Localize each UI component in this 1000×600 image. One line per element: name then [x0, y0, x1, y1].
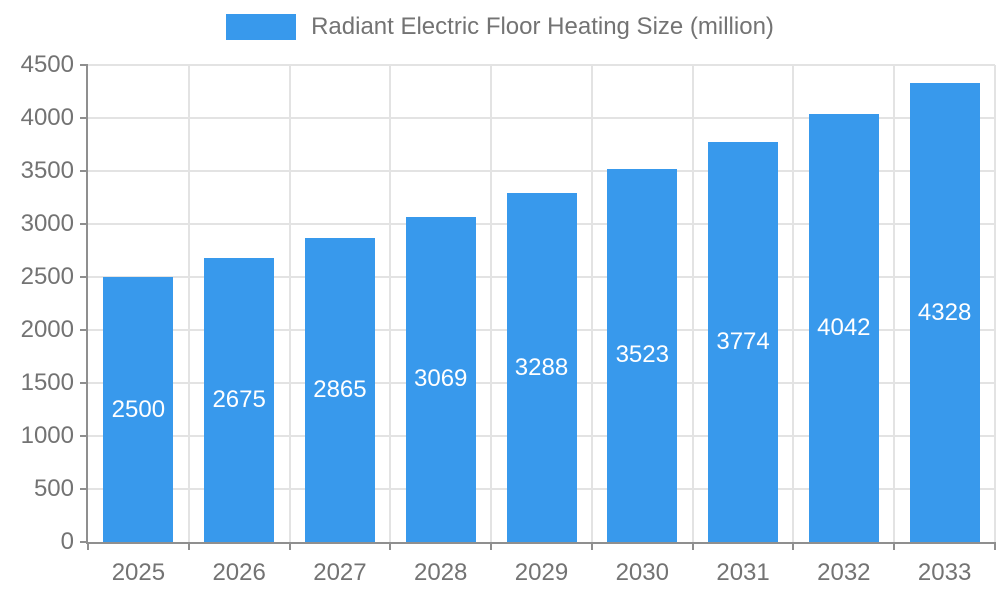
y-tick-label: 2500 [20, 263, 74, 290]
gridline-horizontal [88, 170, 995, 172]
y-axis-tick [80, 488, 88, 490]
x-tick-label: 2031 [716, 559, 770, 586]
y-tick-label: 2000 [20, 316, 74, 343]
x-tick-label: 2029 [514, 559, 569, 586]
bar-2026[interactable]: 2675 [204, 258, 275, 542]
y-axis-tick [80, 223, 88, 225]
bar-value-label: 2500 [111, 395, 166, 423]
y-tick-label: 0 [60, 528, 74, 555]
bar-value-label: 2675 [212, 386, 266, 414]
y-tick-label: 500 [33, 475, 74, 502]
bar-2027[interactable]: 2865 [304, 238, 375, 542]
bar-value-label: 3523 [615, 341, 669, 369]
bar-value-label: 3774 [716, 327, 770, 355]
gridline-vertical [893, 65, 896, 542]
gridline-vertical [994, 65, 996, 542]
y-axis-tick [80, 276, 88, 278]
bar-value-label: 4042 [817, 313, 871, 341]
x-axis-tick [994, 542, 996, 550]
x-axis-tick [792, 542, 795, 550]
gridline-vertical [590, 65, 593, 542]
y-tick-label: 3000 [20, 210, 74, 237]
x-tick-label: 2033 [917, 559, 972, 586]
x-axis-tick [490, 542, 493, 550]
gridline-horizontal [88, 64, 995, 66]
y-axis-tick [80, 170, 88, 172]
x-axis-tick [87, 542, 89, 550]
legend-label[interactable]: Radiant Electric Floor Heating Size (mil… [311, 13, 774, 40]
x-axis-tick [893, 542, 896, 550]
bar-2031[interactable]: 3774 [708, 141, 779, 542]
x-tick-label: 2028 [414, 559, 468, 586]
x-axis-tick [691, 542, 694, 550]
legend-swatch[interactable] [226, 14, 297, 40]
gridline-vertical [691, 65, 694, 542]
gridline-horizontal [88, 117, 995, 119]
gridline-vertical [490, 65, 493, 542]
bar-value-label: 3288 [514, 353, 569, 381]
y-axis-tick [80, 435, 88, 437]
x-tick-label: 2032 [817, 559, 871, 586]
x-axis-tick [187, 542, 190, 550]
x-axis-tick [288, 542, 291, 550]
x-tick-label: 2030 [615, 559, 669, 586]
y-tick-label: 4000 [20, 104, 74, 131]
x-axis-tick [389, 542, 392, 550]
gridline-vertical [288, 65, 291, 542]
legend: Radiant Electric Floor Heating Size (mil… [0, 14, 1000, 40]
y-axis-tick [80, 541, 88, 543]
bar-2033[interactable]: 4328 [909, 83, 980, 542]
x-axis-line [86, 542, 995, 544]
y-tick-label: 4500 [20, 51, 74, 78]
gridline-vertical [389, 65, 392, 542]
bar-2029[interactable]: 3288 [506, 193, 577, 542]
bar-value-label: 3069 [414, 365, 468, 393]
y-axis-line [86, 65, 88, 544]
x-axis-tick [590, 542, 593, 550]
y-axis-tick [80, 382, 88, 384]
y-tick-label: 1000 [20, 422, 74, 449]
x-tick-label: 2027 [313, 559, 367, 586]
x-tick-label: 2026 [212, 559, 266, 586]
bar-2032[interactable]: 4042 [808, 113, 879, 542]
y-axis-tick [80, 64, 88, 66]
gridline-vertical [187, 65, 190, 542]
x-tick-label: 2025 [111, 559, 166, 586]
bar-2030[interactable]: 3523 [607, 168, 678, 542]
y-tick-label: 3500 [20, 157, 74, 184]
bar-value-label: 2865 [313, 376, 367, 404]
gridline-vertical [792, 65, 795, 542]
bar-value-label: 4328 [917, 298, 972, 326]
bar-2025[interactable]: 2500 [103, 277, 174, 542]
y-tick-label: 1500 [20, 369, 74, 396]
y-axis-tick [80, 329, 88, 331]
y-axis-tick [80, 117, 88, 119]
bar-2028[interactable]: 3069 [405, 216, 476, 542]
